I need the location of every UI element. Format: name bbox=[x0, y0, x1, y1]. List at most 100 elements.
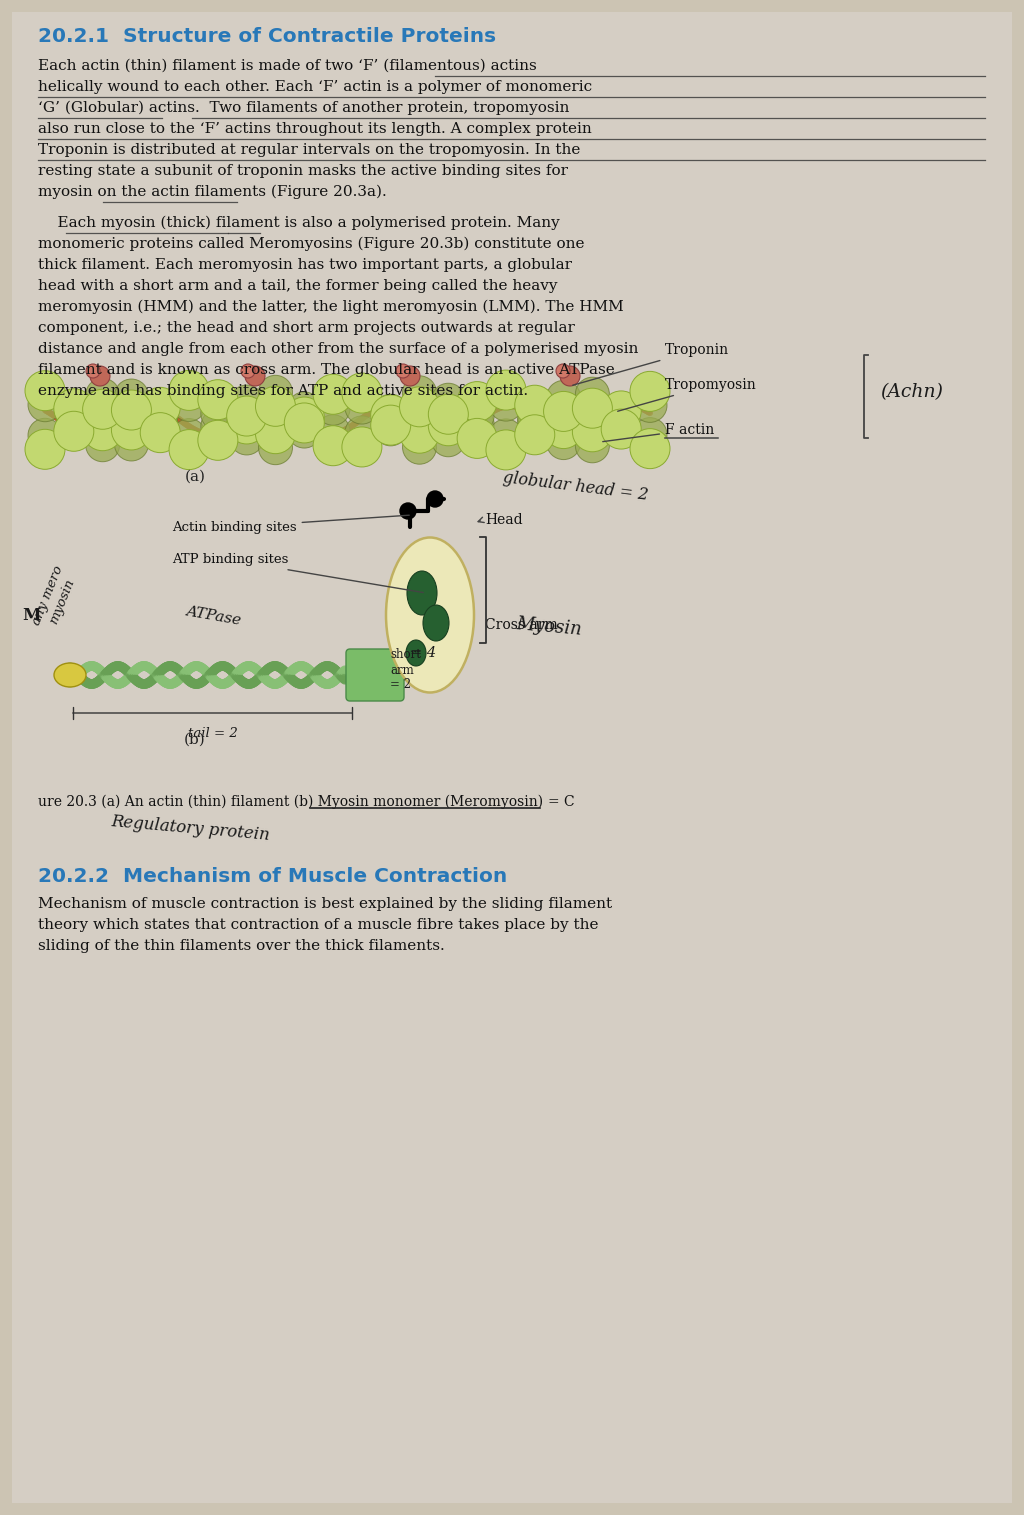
Circle shape bbox=[86, 379, 120, 412]
Circle shape bbox=[560, 367, 580, 386]
Circle shape bbox=[371, 405, 411, 445]
Circle shape bbox=[402, 376, 436, 411]
Circle shape bbox=[169, 430, 209, 470]
Circle shape bbox=[143, 401, 177, 436]
Circle shape bbox=[431, 423, 465, 456]
Circle shape bbox=[143, 405, 177, 438]
Circle shape bbox=[488, 388, 523, 421]
Circle shape bbox=[285, 397, 325, 436]
Circle shape bbox=[172, 418, 206, 453]
Ellipse shape bbox=[406, 639, 426, 667]
Text: (b): (b) bbox=[184, 733, 206, 747]
Circle shape bbox=[226, 395, 266, 436]
Circle shape bbox=[400, 503, 416, 520]
Circle shape bbox=[285, 403, 325, 442]
Circle shape bbox=[342, 373, 382, 414]
Circle shape bbox=[140, 412, 180, 453]
Text: ATPase: ATPase bbox=[185, 604, 243, 629]
Circle shape bbox=[371, 395, 411, 435]
Text: Each actin (thin) filament is made of two ‘F’ (filamentous) actins: Each actin (thin) filament is made of tw… bbox=[38, 59, 537, 73]
Text: meromyosin (HMM) and the latter, the light meromyosin (LMM). The HMM: meromyosin (HMM) and the latter, the lig… bbox=[38, 300, 624, 315]
Circle shape bbox=[115, 427, 148, 461]
Circle shape bbox=[241, 364, 255, 379]
Ellipse shape bbox=[407, 571, 437, 615]
Circle shape bbox=[604, 398, 638, 432]
Circle shape bbox=[345, 389, 379, 424]
Circle shape bbox=[374, 394, 408, 429]
Text: Troponin: Troponin bbox=[572, 342, 729, 385]
Circle shape bbox=[258, 430, 293, 465]
Circle shape bbox=[28, 418, 62, 453]
Ellipse shape bbox=[54, 664, 86, 686]
Circle shape bbox=[402, 430, 436, 464]
Circle shape bbox=[83, 389, 123, 429]
Circle shape bbox=[633, 418, 667, 451]
Text: distance and angle from each other from the surface of a polymerised myosin: distance and angle from each other from … bbox=[38, 342, 638, 356]
Text: globular head = 2: globular head = 2 bbox=[502, 470, 649, 504]
Circle shape bbox=[575, 429, 609, 462]
Text: (Achn): (Achn) bbox=[880, 383, 943, 401]
Text: Troponin is distributed at regular intervals on the tropomyosin. In the: Troponin is distributed at regular inter… bbox=[38, 142, 581, 158]
Ellipse shape bbox=[423, 604, 449, 641]
Text: Tropomyosin: Tropomyosin bbox=[617, 379, 757, 411]
Text: Mechanism of muscle contraction is best explained by the sliding filament: Mechanism of muscle contraction is best … bbox=[38, 897, 612, 911]
Text: Myosin: Myosin bbox=[515, 615, 583, 639]
Circle shape bbox=[255, 386, 296, 426]
Circle shape bbox=[572, 388, 612, 429]
Text: sliding of the thin filaments over the thick filaments.: sliding of the thin filaments over the t… bbox=[38, 939, 444, 953]
Circle shape bbox=[54, 411, 94, 451]
Circle shape bbox=[226, 405, 266, 444]
Text: ‘G’ (Globular) actins.  Two filaments of another protein, tropomyosin: ‘G’ (Globular) actins. Two filaments of … bbox=[38, 102, 569, 115]
Circle shape bbox=[396, 364, 410, 379]
Circle shape bbox=[140, 388, 180, 427]
Text: thick filament. Each meromyosin has two important parts, a globular: thick filament. Each meromyosin has two … bbox=[38, 258, 572, 273]
Circle shape bbox=[201, 409, 234, 444]
Text: 20.2.1  Structure of Contractile Proteins: 20.2.1 Structure of Contractile Proteins bbox=[38, 27, 496, 45]
Circle shape bbox=[547, 380, 581, 415]
Circle shape bbox=[604, 408, 638, 442]
Text: F actin: F actin bbox=[603, 423, 715, 442]
Circle shape bbox=[316, 415, 350, 448]
Text: theory which states that contraction of a muscle fibre takes place by the: theory which states that contraction of … bbox=[38, 918, 598, 932]
Circle shape bbox=[229, 421, 263, 454]
Circle shape bbox=[488, 420, 523, 453]
Text: myosin on the actin filaments (Figure 20.3a).: myosin on the actin filaments (Figure 20… bbox=[38, 185, 387, 200]
Text: ure 20.3 (a) An actin (thin) filament (b) Myosin monomer (Meromyosin): ure 20.3 (a) An actin (thin) filament (b… bbox=[38, 795, 543, 809]
Text: Cross arm: Cross arm bbox=[485, 618, 558, 632]
Text: Regulatory protein: Regulatory protein bbox=[110, 814, 270, 844]
Circle shape bbox=[345, 417, 379, 450]
Text: also run close to the ‘F’ actins throughout its length. A complex protein: also run close to the ‘F’ actins through… bbox=[38, 123, 592, 136]
Text: = 4: = 4 bbox=[410, 645, 436, 661]
Ellipse shape bbox=[386, 538, 474, 692]
Circle shape bbox=[54, 389, 94, 429]
Circle shape bbox=[56, 400, 91, 435]
Circle shape bbox=[90, 367, 110, 386]
Circle shape bbox=[198, 420, 238, 461]
Circle shape bbox=[518, 401, 552, 436]
Text: resting state a subunit of troponin masks the active binding sites for: resting state a subunit of troponin mask… bbox=[38, 164, 568, 177]
Circle shape bbox=[399, 386, 439, 427]
Circle shape bbox=[400, 367, 420, 386]
Circle shape bbox=[601, 391, 641, 430]
Text: short
arm
= 2: short arm = 2 bbox=[390, 648, 421, 691]
Text: Each myosin (thick) filament is also a polymerised protein. Many: Each myosin (thick) filament is also a p… bbox=[38, 217, 560, 230]
Circle shape bbox=[112, 411, 152, 450]
Circle shape bbox=[486, 430, 526, 470]
Circle shape bbox=[313, 426, 353, 465]
Circle shape bbox=[428, 394, 468, 435]
Circle shape bbox=[288, 414, 322, 448]
FancyBboxPatch shape bbox=[346, 648, 404, 701]
Circle shape bbox=[56, 406, 91, 439]
Circle shape bbox=[518, 405, 552, 438]
Circle shape bbox=[229, 385, 263, 420]
Circle shape bbox=[544, 391, 584, 432]
Circle shape bbox=[172, 388, 206, 421]
Circle shape bbox=[28, 388, 62, 421]
Circle shape bbox=[575, 377, 609, 411]
Circle shape bbox=[428, 406, 468, 445]
Circle shape bbox=[457, 418, 497, 459]
Text: ATP binding sites: ATP binding sites bbox=[172, 553, 423, 592]
Text: enzyme and has binding sites for ATP and active sites for actin.: enzyme and has binding sites for ATP and… bbox=[38, 383, 528, 398]
Text: component, i.e.; the head and short arm projects outwards at regular: component, i.e.; the head and short arm … bbox=[38, 321, 574, 335]
FancyBboxPatch shape bbox=[12, 12, 1012, 1503]
